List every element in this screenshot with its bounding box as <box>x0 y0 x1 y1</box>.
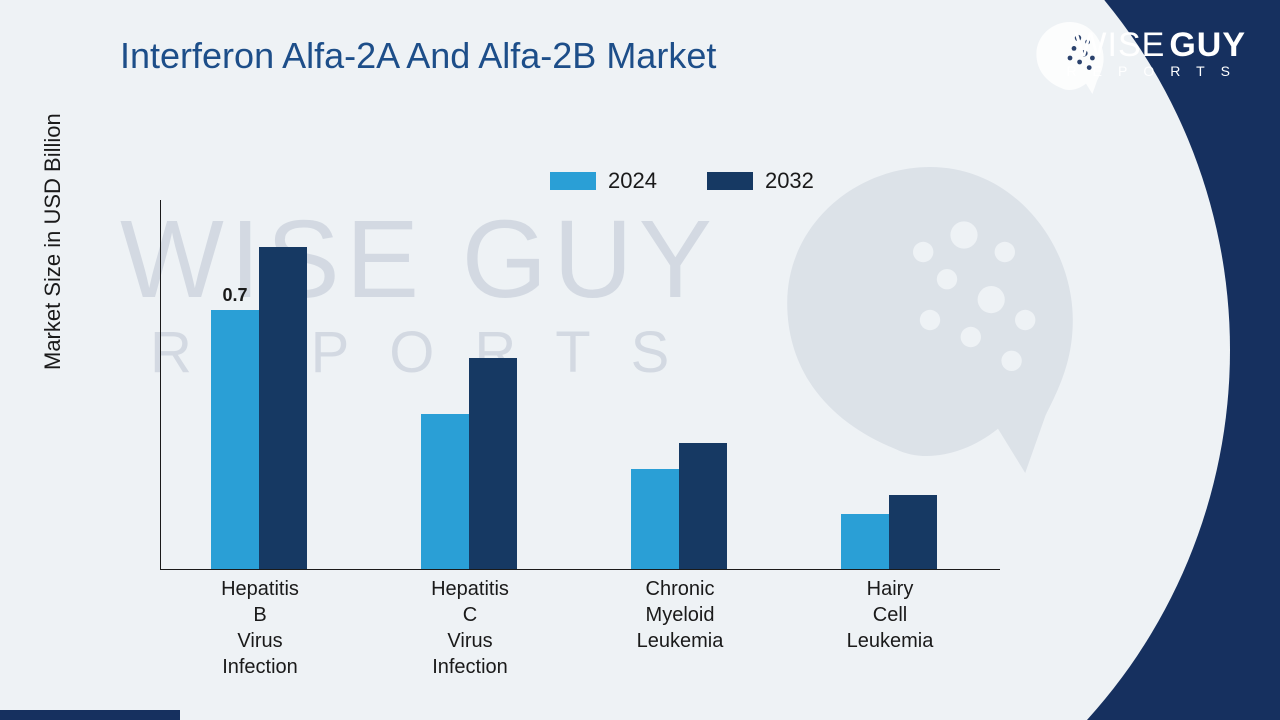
x-label: HairyCellLeukemia <box>815 576 965 654</box>
legend: 2024 2032 <box>550 168 814 194</box>
bar-value-label: 0.7 <box>211 285 259 306</box>
y-axis-label: Market Size in USD Billion <box>40 113 66 370</box>
x-label: HepatitisCVirusInfection <box>395 576 545 680</box>
bar-2032 <box>679 443 727 569</box>
brand-word-2: GUY <box>1169 26 1246 64</box>
legend-item-2032: 2032 <box>707 168 814 194</box>
brand-word-1: WISE <box>1074 26 1165 64</box>
bottom-accent-bar <box>0 710 180 720</box>
bar-2032 <box>469 358 517 569</box>
legend-swatch-2032 <box>707 172 753 190</box>
legend-item-2024: 2024 <box>550 168 657 194</box>
chart-canvas: WISEGUY REPORTS WISE GUY REPORTS Interfe… <box>0 0 1280 720</box>
legend-swatch-2024 <box>550 172 596 190</box>
legend-label-2024: 2024 <box>608 168 657 194</box>
chart-area: 0.7 <box>100 200 1000 570</box>
plot-area: 0.7 <box>160 200 1000 570</box>
bar-2032 <box>889 495 937 569</box>
bar-2024 <box>631 469 679 569</box>
brand-subtitle: REPORTS <box>1067 64 1246 78</box>
bar-2032 <box>259 247 307 569</box>
legend-label-2032: 2032 <box>765 168 814 194</box>
chart-title: Interferon Alfa-2A And Alfa-2B Market <box>120 34 720 77</box>
bar-2024 <box>841 514 889 570</box>
x-label: ChronicMyeloidLeukemia <box>605 576 755 654</box>
bar-2024 <box>211 310 259 569</box>
x-label: HepatitisBVirusInfection <box>185 576 335 680</box>
bar-2024 <box>421 414 469 569</box>
brand-logo: WISEGUY REPORTS <box>1067 28 1246 78</box>
